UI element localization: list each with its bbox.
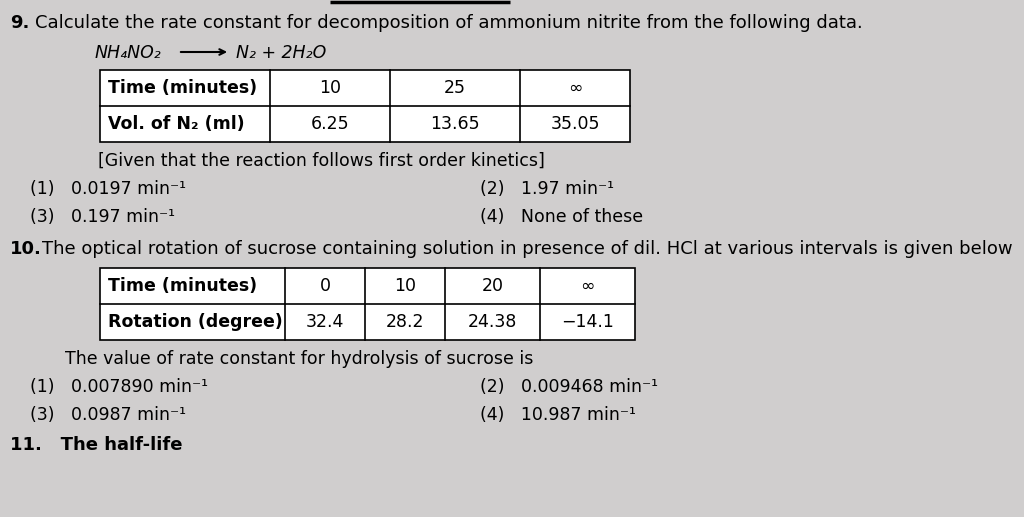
Text: 10.: 10. xyxy=(10,240,42,258)
Text: (4)   None of these: (4) None of these xyxy=(480,208,643,226)
Text: (1)   0.007890 min⁻¹: (1) 0.007890 min⁻¹ xyxy=(30,378,208,396)
Text: ∞: ∞ xyxy=(567,79,583,97)
Text: [Given that the reaction follows first order kinetics]: [Given that the reaction follows first o… xyxy=(98,152,545,170)
Text: The value of rate constant for hydrolysis of sucrose is: The value of rate constant for hydrolysi… xyxy=(65,350,534,368)
Text: 20: 20 xyxy=(481,277,504,295)
Text: 10: 10 xyxy=(319,79,341,97)
Text: 32.4: 32.4 xyxy=(306,313,344,331)
Text: Rotation (degree): Rotation (degree) xyxy=(108,313,283,331)
Text: Calculate the rate constant for decomposition of ammonium nitrite from the follo: Calculate the rate constant for decompos… xyxy=(35,14,863,32)
Text: 28.2: 28.2 xyxy=(386,313,424,331)
Text: (2)   0.009468 min⁻¹: (2) 0.009468 min⁻¹ xyxy=(480,378,658,396)
Text: 11.   The half-life: 11. The half-life xyxy=(10,436,182,454)
Text: 0: 0 xyxy=(319,277,331,295)
Text: The optical rotation of sucrose containing solution in presence of dil. HCl at v: The optical rotation of sucrose containi… xyxy=(42,240,1013,258)
Text: 24.38: 24.38 xyxy=(468,313,517,331)
Text: (3)   0.0987 min⁻¹: (3) 0.0987 min⁻¹ xyxy=(30,406,186,424)
Text: (2)   1.97 min⁻¹: (2) 1.97 min⁻¹ xyxy=(480,180,614,198)
Text: 10: 10 xyxy=(394,277,416,295)
Text: Vol. of N₂ (ml): Vol. of N₂ (ml) xyxy=(108,115,245,133)
Text: Time (minutes): Time (minutes) xyxy=(108,277,257,295)
Text: −14.1: −14.1 xyxy=(561,313,614,331)
Text: 9.: 9. xyxy=(10,14,30,32)
Text: 13.65: 13.65 xyxy=(430,115,480,133)
Text: (1)   0.0197 min⁻¹: (1) 0.0197 min⁻¹ xyxy=(30,180,186,198)
Text: (3)   0.197 min⁻¹: (3) 0.197 min⁻¹ xyxy=(30,208,175,226)
Bar xyxy=(100,268,635,340)
Bar xyxy=(100,70,630,142)
Text: N₂ + 2H₂O: N₂ + 2H₂O xyxy=(236,44,327,62)
Text: 25: 25 xyxy=(444,79,466,97)
Text: 35.05: 35.05 xyxy=(550,115,600,133)
Text: Time (minutes): Time (minutes) xyxy=(108,79,257,97)
Text: (4)   10.987 min⁻¹: (4) 10.987 min⁻¹ xyxy=(480,406,636,424)
Text: 6.25: 6.25 xyxy=(310,115,349,133)
Text: NH₄NO₂: NH₄NO₂ xyxy=(95,44,162,62)
Text: ∞: ∞ xyxy=(581,277,595,295)
